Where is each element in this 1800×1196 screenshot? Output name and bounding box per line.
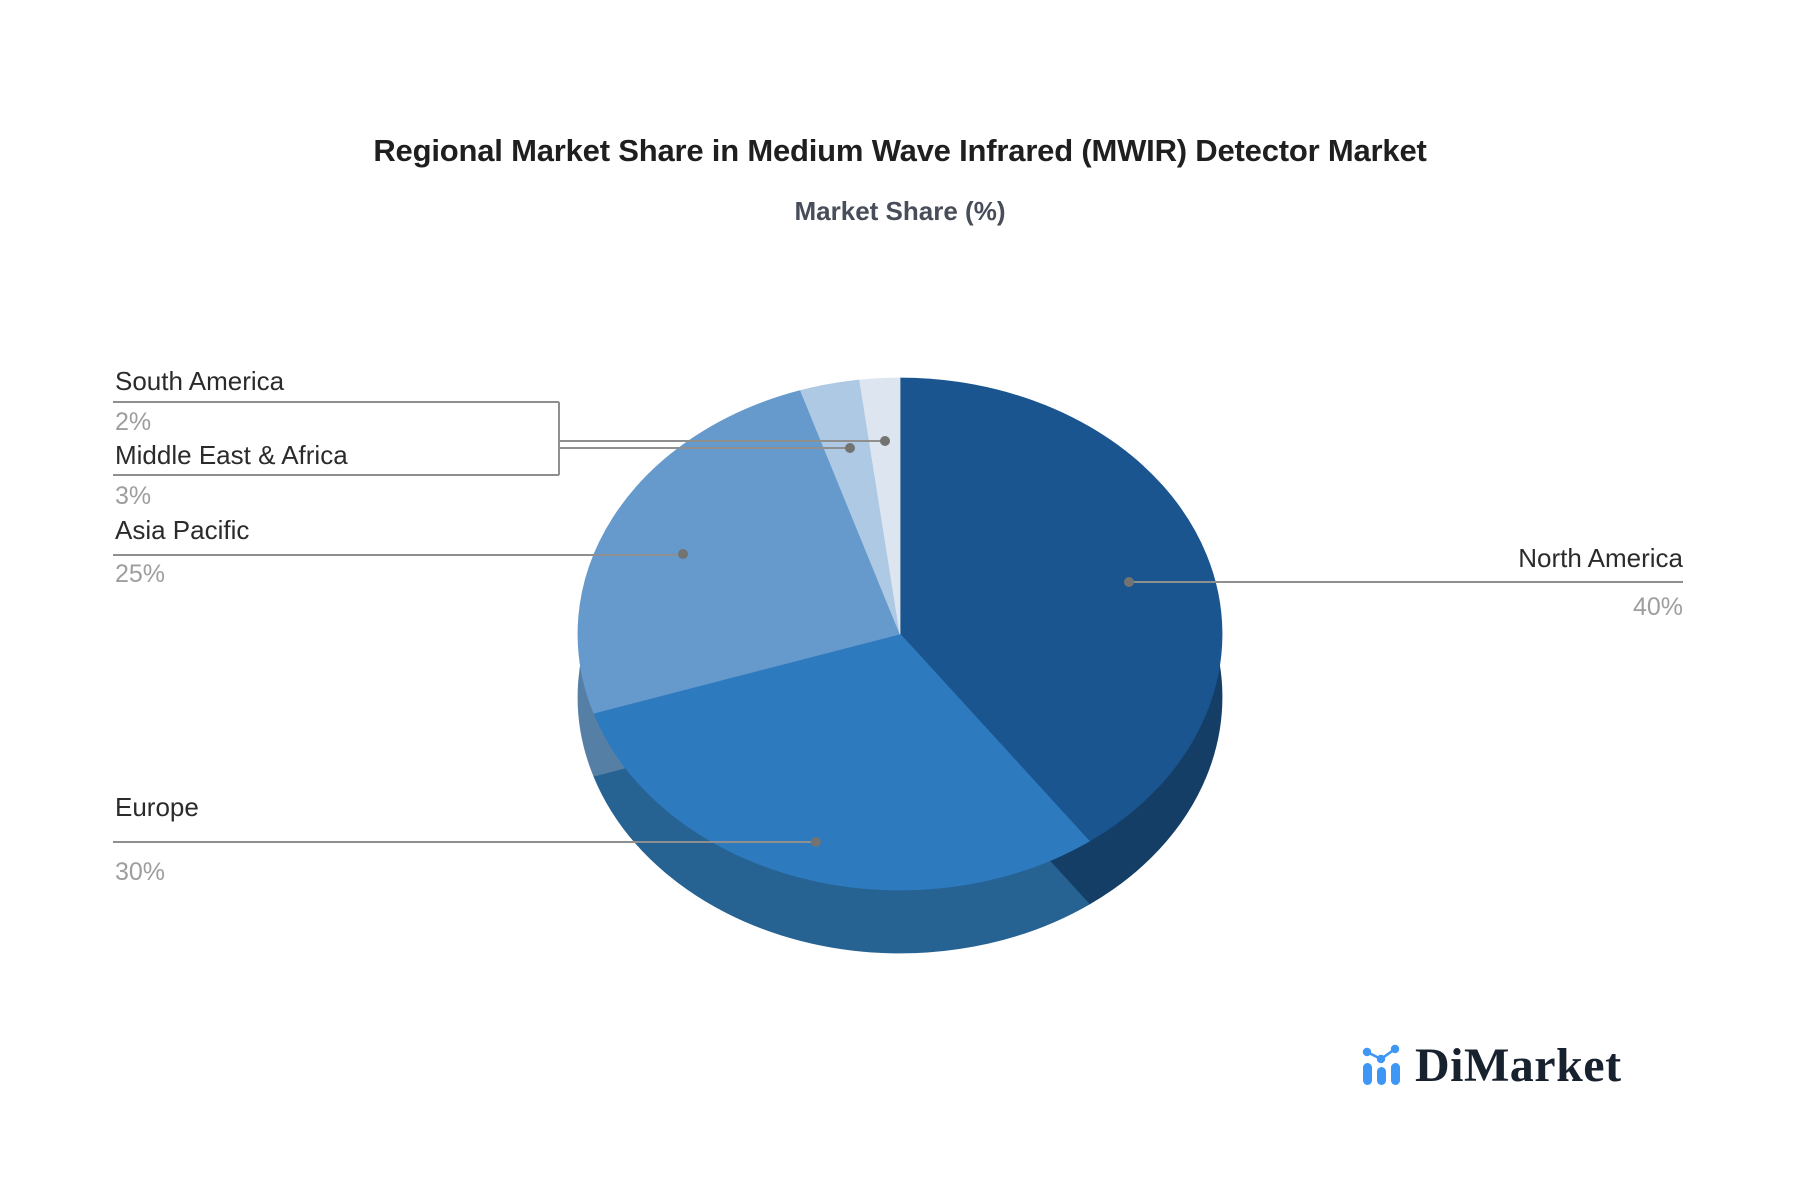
bar-line-chart-icon: [1362, 1044, 1400, 1085]
callout-value-asia-pacific: 25%: [115, 560, 166, 588]
callout-label-middle-east-africa: Middle East & Africa: [115, 440, 348, 470]
callout-label-europe: Europe: [115, 792, 199, 822]
callout-value-middle-east-africa: 3%: [115, 482, 152, 510]
logo-bar-3: [1391, 1063, 1400, 1085]
logo-dot-1: [1362, 1047, 1372, 1057]
callout-value-north-america: 40%: [1632, 593, 1683, 621]
logo-dot-2: [1376, 1054, 1386, 1064]
callout-label-asia-pacific: Asia Pacific: [115, 515, 250, 545]
logo-dot-3: [1390, 1044, 1400, 1054]
logo-bar-2: [1377, 1067, 1386, 1085]
pie-slice-europe[interactable]: [593, 633, 1090, 891]
callout-label-north-america: North America: [1518, 543, 1683, 573]
callout-value-europe: 30%: [115, 858, 166, 886]
logo-bar-1: [1363, 1063, 1372, 1085]
leader-dot-middle-east-africa: [845, 443, 855, 453]
pie-slice-north-america[interactable]: [899, 377, 1223, 842]
brand-logo: DiMarket: [1355, 1038, 1655, 1100]
leader-dot-asia-pacific: [678, 549, 688, 559]
leader-dot-south-america: [880, 436, 890, 446]
leader-dot-north-america: [1124, 577, 1134, 587]
pie-slice-asia-pacific[interactable]: [577, 390, 901, 714]
callout-value-south-america: 2%: [115, 408, 152, 436]
pie-top-surface: [577, 377, 1223, 891]
leader-lines: [113, 401, 1683, 847]
callout-label-south-america: South America: [115, 366, 285, 396]
chart-subtitle: Market Share (%): [794, 196, 1006, 226]
chart-title: Regional Market Share in Medium Wave Inf…: [373, 133, 1427, 168]
brand-logo-text: DiMarket: [1415, 1039, 1622, 1092]
leader-dot-europe: [811, 837, 821, 847]
